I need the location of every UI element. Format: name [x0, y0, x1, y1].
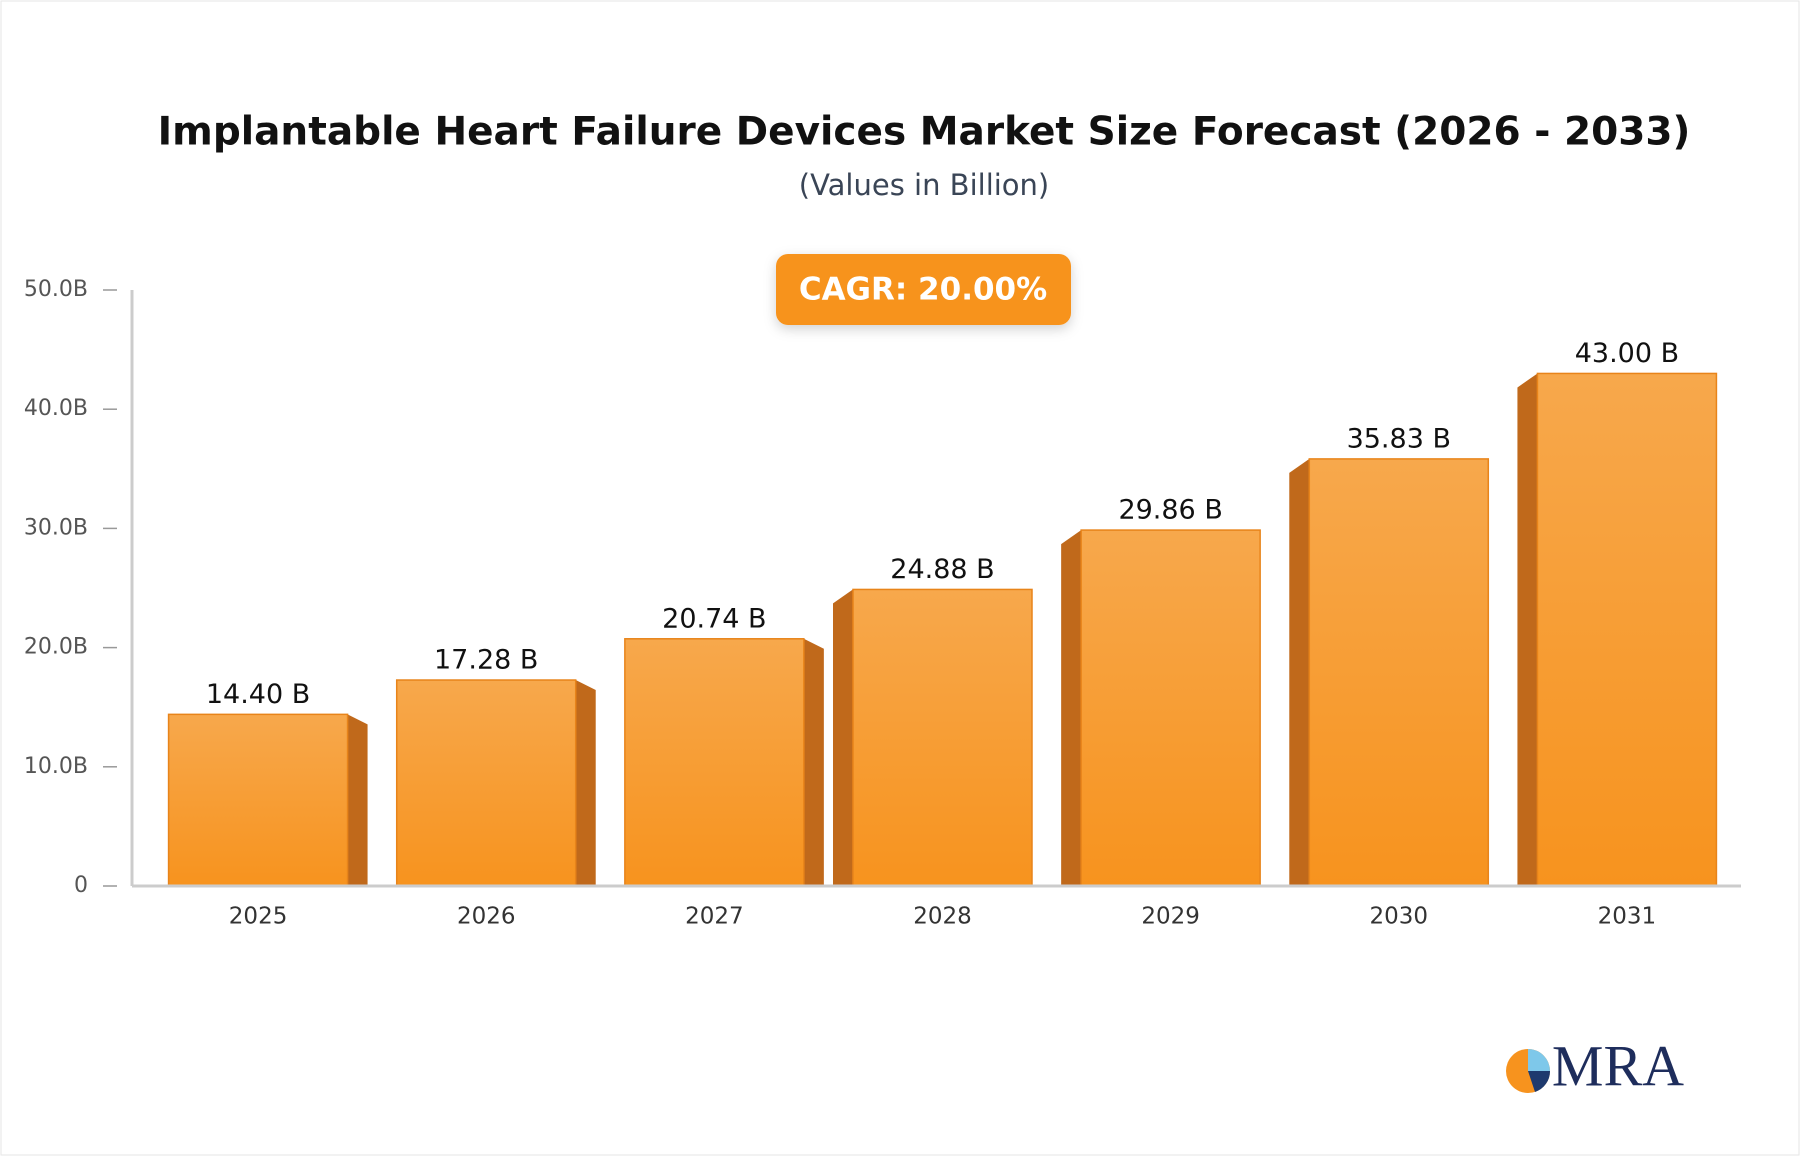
bar	[395, 679, 577, 887]
cagr-label: CAGR: 20.00%	[799, 272, 1047, 308]
bar	[167, 713, 349, 887]
bar-side	[1061, 530, 1082, 886]
x-tick-label: 2026	[457, 904, 516, 930]
bar-side	[833, 589, 853, 886]
y-tick-label: 50.0B	[24, 277, 88, 302]
chart-subtitle: (Values in Billion)	[799, 168, 1050, 202]
value-label: 24.88 B	[890, 554, 994, 585]
x-tick-label: 2025	[229, 904, 288, 930]
y-tick-label: 20.0B	[24, 635, 88, 660]
value-label: 43.00 B	[1575, 338, 1679, 369]
x-tick-label: 2028	[913, 904, 972, 930]
bar-side	[1517, 373, 1538, 886]
bar-side	[575, 680, 596, 886]
logo-text: MRA	[1552, 1033, 1684, 1098]
bar	[852, 588, 1033, 887]
value-label: 14.40 B	[206, 679, 310, 710]
bar	[1080, 529, 1261, 887]
x-tick-label: 2027	[685, 904, 744, 930]
value-label: 35.83 B	[1347, 423, 1451, 454]
bar	[624, 638, 805, 887]
y-tick-label: 40.0B	[24, 396, 88, 421]
value-label: 17.28 B	[434, 645, 538, 676]
bar	[1536, 372, 1718, 887]
y-tick-label: 30.0B	[24, 515, 88, 540]
value-label: 29.86 B	[1118, 495, 1222, 526]
x-tick-label: 2031	[1598, 904, 1657, 930]
y-tick-label: 10.0B	[24, 754, 88, 779]
cagr-badge: CAGR: 20.00%	[776, 254, 1071, 325]
bar-side	[803, 638, 824, 886]
logo: MRA	[1506, 1033, 1684, 1098]
logo-slice	[1528, 1049, 1550, 1071]
x-tick-label: 2029	[1141, 904, 1200, 930]
chart-title: Implantable Heart Failure Devices Market…	[158, 110, 1691, 155]
logo-slice	[1528, 1071, 1551, 1092]
cagr-box	[776, 254, 1071, 325]
bar-side	[1289, 458, 1310, 886]
value-label: 20.74 B	[662, 603, 766, 634]
y-tick-label: 0	[74, 873, 88, 898]
x-tick-label: 2030	[1370, 904, 1429, 930]
bar	[1308, 458, 1490, 887]
bar-side	[347, 714, 368, 886]
